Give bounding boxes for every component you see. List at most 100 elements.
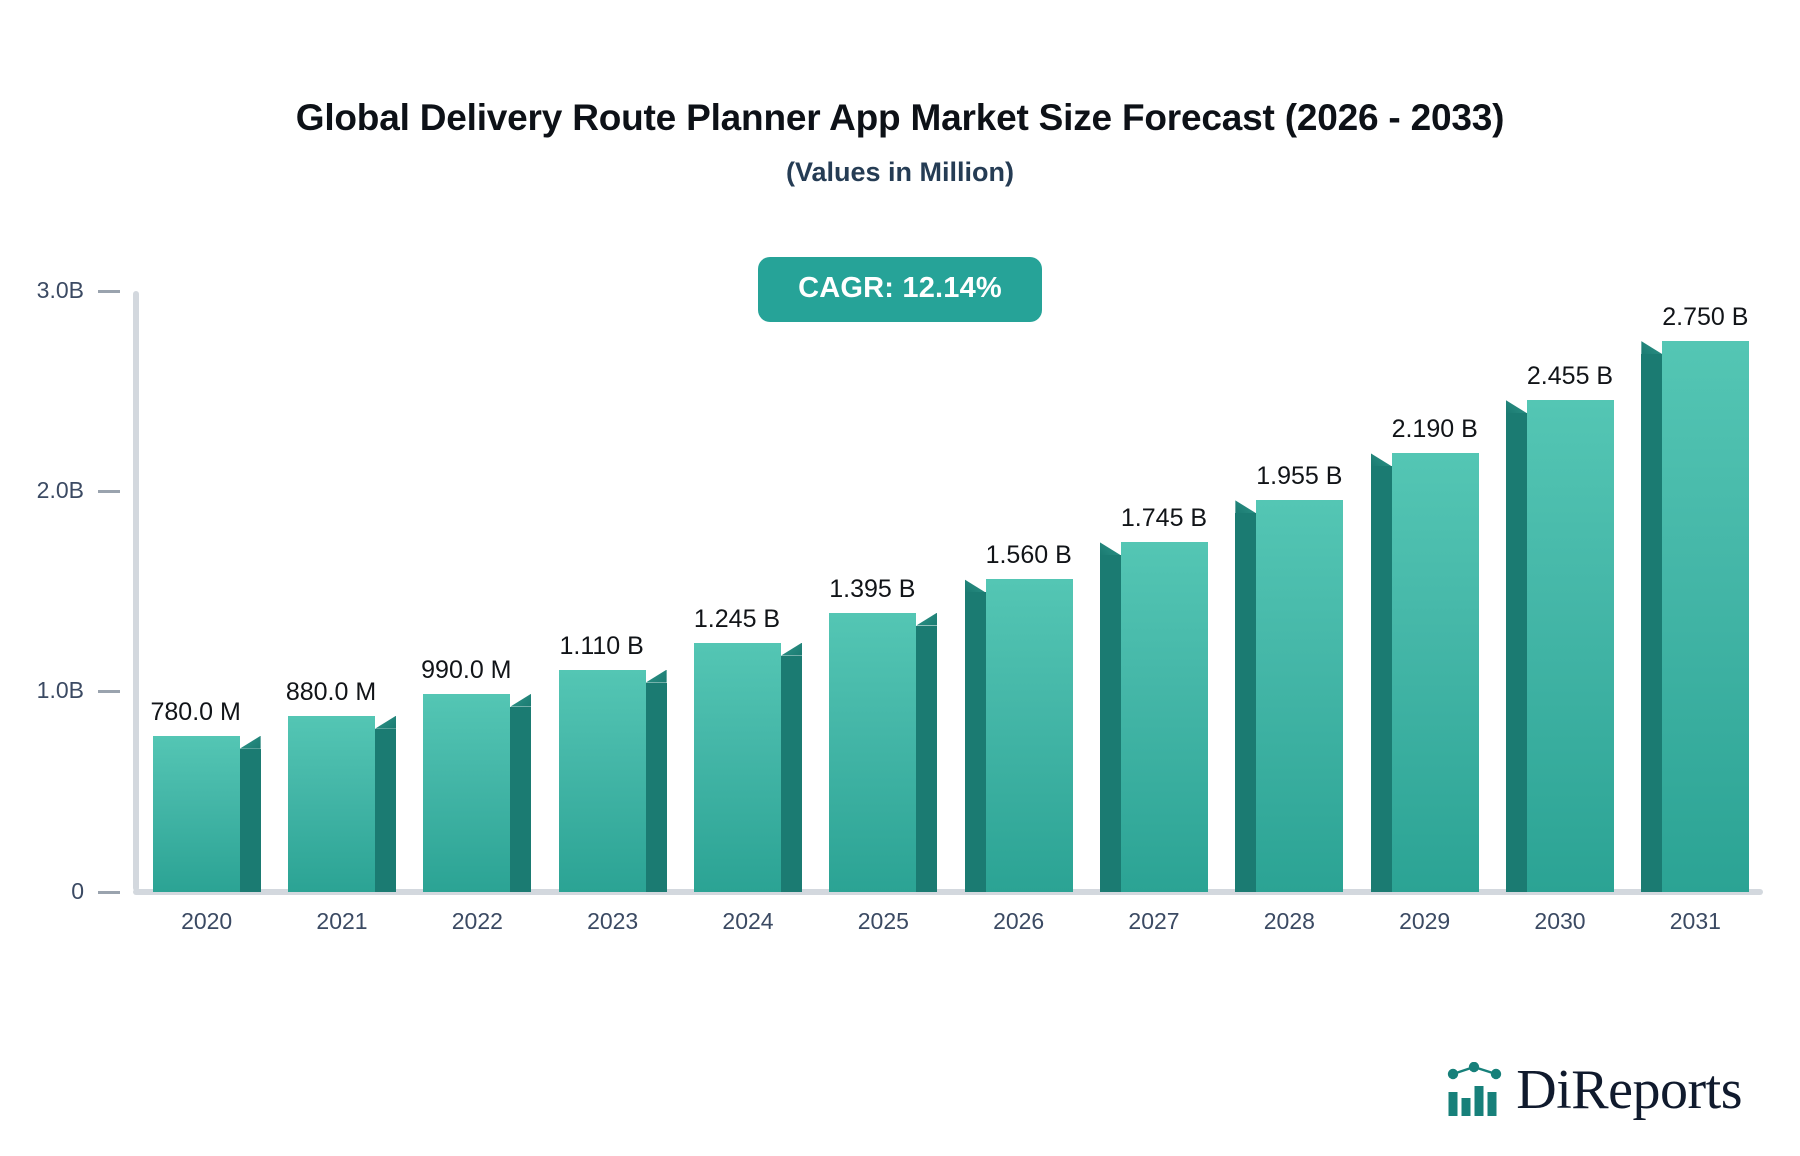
x-axis-tick-label: 2029	[1399, 908, 1451, 934]
bar[interactable]: 1.955 B	[1235, 462, 1344, 892]
bar-column[interactable]: 780.0 M	[150, 291, 261, 892]
bar-column[interactable]: 2.190 B	[1370, 291, 1479, 892]
x-axis-tick-label: 2027	[1128, 908, 1180, 934]
y-axis-tick-mark	[98, 489, 120, 493]
bar-column[interactable]: 1.745 B	[1100, 291, 1208, 892]
bar-top-face	[1370, 453, 1392, 467]
bar-value-label: 1.560 B	[985, 541, 1072, 570]
bar-value-label: 2.750 B	[1662, 303, 1749, 332]
bar-top-face	[1506, 400, 1527, 414]
bar-column[interactable]: 2.455 B	[1506, 291, 1614, 892]
bar[interactable]: 1.110 B	[558, 632, 667, 892]
bar-front-face	[152, 735, 240, 892]
bar-column[interactable]: 1.110 B	[558, 291, 667, 892]
bar-side-face	[1370, 466, 1392, 892]
bar-column[interactable]: 990.0 M	[421, 291, 532, 892]
bar-side-face	[645, 682, 667, 892]
bar-front-face	[423, 693, 511, 892]
bar-top-face	[239, 735, 261, 749]
bar-top-face	[510, 693, 532, 707]
bar[interactable]: 1.245 B	[694, 605, 802, 892]
y-axis-tick-label: 0	[71, 877, 84, 904]
bar-column[interactable]: 1.955 B	[1235, 291, 1344, 892]
y-axis-tick-label: 1.0B	[36, 677, 84, 704]
x-axis-tick-label: 2031	[1669, 908, 1721, 934]
x-axis-tick-label: 2026	[993, 908, 1045, 934]
bar[interactable]: 1.395 B	[829, 575, 938, 892]
y-axis-tick-mark	[98, 289, 120, 293]
x-axis-tick-label: 2024	[722, 908, 774, 934]
bar-value-label: 2.190 B	[1391, 415, 1478, 444]
bar-top-face	[1235, 500, 1257, 514]
bar-series: 780.0 M 880.0 M 990.0 M 1.110 B 1.245 B 1.395…	[139, 291, 1763, 892]
bar-front-face	[829, 612, 917, 892]
bar-value-label: 880.0 M	[285, 677, 377, 706]
bar-side-face	[375, 728, 396, 892]
bar[interactable]: 2.750 B	[1641, 303, 1750, 892]
y-axis-tick-label: 3.0B	[36, 276, 84, 303]
chart-subtitle: (Values in Million)	[785, 157, 1015, 188]
bar-value-label: 1.395 B	[829, 574, 916, 603]
bar-top-face	[964, 579, 986, 593]
y-axis-tick-mark	[98, 690, 120, 694]
bar-front-face	[1527, 400, 1614, 892]
bar-value-label: 1.245 B	[693, 604, 781, 633]
bar-top-face	[916, 612, 938, 626]
bar-chart-icon	[1448, 1062, 1502, 1116]
y-axis-line	[133, 291, 139, 891]
x-axis-tick-label: 2023	[587, 908, 639, 934]
bar[interactable]: 880.0 M	[286, 678, 396, 892]
bar-value-label: 1.110 B	[559, 631, 644, 660]
bar[interactable]: 780.0 M	[150, 698, 261, 892]
bar-side-face	[916, 625, 938, 892]
x-axis-tick-label: 2025	[857, 908, 909, 934]
cagr-badge-container: CAGR: 12.14%	[0, 257, 1800, 322]
brand-logo: DiReports	[1446, 1062, 1742, 1118]
bar-column[interactable]: 1.245 B	[694, 291, 802, 892]
bar-side-face	[1100, 555, 1121, 892]
bar-column[interactable]: 880.0 M	[286, 291, 396, 892]
x-axis-tick-label: 2028	[1263, 908, 1315, 934]
bar-top-face	[1641, 341, 1663, 355]
status-badge: CAGR: 12.14%	[758, 257, 1042, 322]
bar-column[interactable]: 2.750 B	[1641, 291, 1750, 892]
x-axis-line	[133, 889, 1763, 895]
bar-front-face	[985, 579, 1073, 892]
bar-side-face	[1506, 413, 1527, 892]
bar-front-face	[1121, 542, 1208, 892]
bar-top-face	[645, 669, 667, 683]
bar[interactable]: 2.455 B	[1506, 362, 1614, 892]
bar-top-face	[375, 715, 396, 729]
bar-front-face	[558, 669, 646, 892]
x-axis-tick-label: 2021	[316, 908, 368, 934]
bar-front-face	[694, 642, 781, 892]
y-axis-tick-label: 2.0B	[36, 476, 84, 503]
bar-side-face	[1641, 354, 1663, 892]
bar-side-face	[781, 655, 802, 892]
bar[interactable]: 990.0 M	[421, 656, 532, 892]
bar-value-label: 1.745 B	[1120, 504, 1208, 533]
bar-column[interactable]: 1.395 B	[829, 291, 938, 892]
bar-value-label: 780.0 M	[150, 697, 241, 726]
bar-value-label: 1.955 B	[1256, 462, 1343, 491]
page-title: Global Delivery Route Planner App Market…	[295, 97, 1505, 138]
bar[interactable]: 2.190 B	[1370, 415, 1479, 892]
bar-front-face	[1662, 341, 1750, 892]
bar-value-label: 990.0 M	[421, 655, 512, 684]
bar-top-face	[781, 642, 802, 656]
bar[interactable]: 1.745 B	[1100, 504, 1208, 892]
x-axis-tick-label: 2020	[181, 908, 233, 934]
bar-side-face	[1235, 513, 1257, 892]
chart-header: Global Delivery Route Planner App Market…	[0, 96, 1800, 189]
y-axis-tick-mark	[98, 890, 120, 894]
logo-text: DiReports	[1516, 1059, 1742, 1121]
bar[interactable]: 1.560 B	[964, 541, 1073, 892]
bar-column[interactable]: 1.560 B	[964, 291, 1073, 892]
bar-front-face	[1256, 500, 1344, 892]
bar-top-face	[1100, 542, 1121, 556]
bar-side-face	[510, 706, 532, 892]
bar-side-face	[239, 748, 261, 892]
x-axis-tick-label: 2030	[1534, 908, 1586, 934]
